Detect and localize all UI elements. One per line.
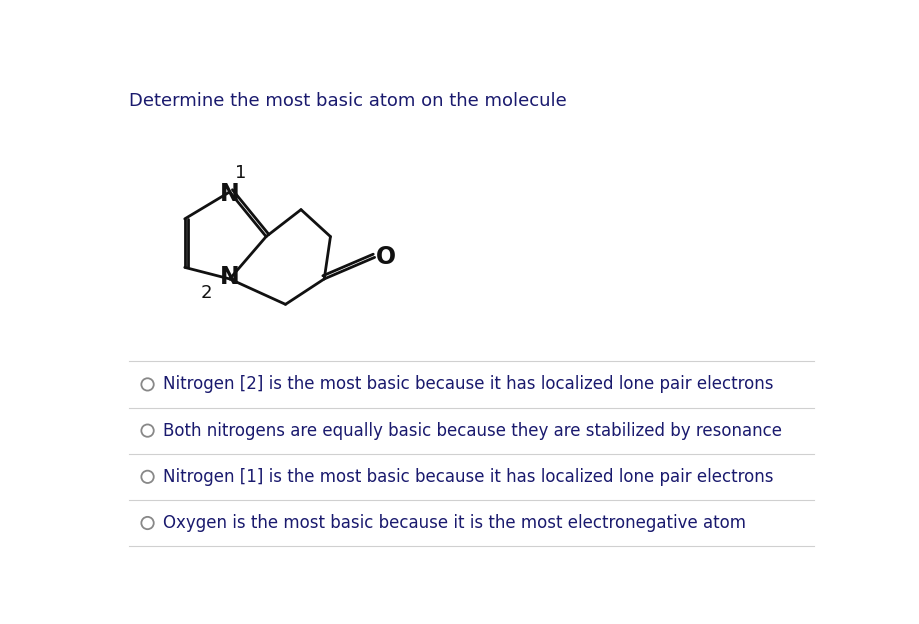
Text: 1: 1 bbox=[234, 165, 246, 182]
Text: O: O bbox=[376, 245, 396, 270]
Text: 2: 2 bbox=[200, 284, 212, 302]
Text: N: N bbox=[220, 182, 239, 206]
Text: Nitrogen [2] is the most basic because it has localized lone pair electrons: Nitrogen [2] is the most basic because i… bbox=[163, 376, 773, 393]
Text: Nitrogen [1] is the most basic because it has localized lone pair electrons: Nitrogen [1] is the most basic because i… bbox=[163, 468, 773, 486]
Text: N: N bbox=[220, 265, 239, 290]
Text: Both nitrogens are equally basic because they are stabilized by resonance: Both nitrogens are equally basic because… bbox=[163, 422, 781, 440]
Text: Determine the most basic atom on the molecule: Determine the most basic atom on the mol… bbox=[129, 92, 566, 110]
Text: Oxygen is the most basic because it is the most electronegative atom: Oxygen is the most basic because it is t… bbox=[163, 514, 745, 532]
